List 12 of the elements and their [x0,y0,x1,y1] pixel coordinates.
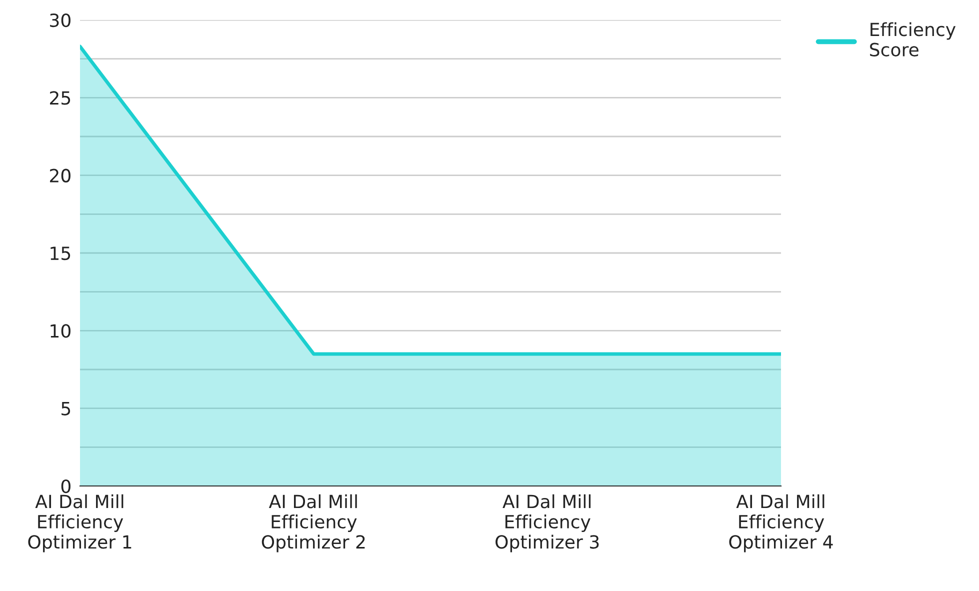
x-tick-label: AI Dal Mill Efficiency Optimizer 2 [262,494,365,552]
y-tick-label: 15 [50,246,70,260]
y-tick-label: 20 [50,168,70,182]
y-tick-label: 25 [50,91,70,105]
y-tick-label: 30 [50,13,70,28]
y-tick-label: 10 [50,324,70,338]
y-tick-label: 5 [62,402,70,416]
x-tick-label: AI Dal Mill Efficiency Optimizer 3 [496,494,599,552]
y-tick-label: 0 [61,479,70,494]
legend-label: Efficiency Score [870,22,956,56]
x-tick-label: AI Dal Mill Efficiency Optimizer 1 [28,494,132,552]
x-tick-label: AI Dal Mill Efficiency Optimizer 4 [729,494,833,552]
